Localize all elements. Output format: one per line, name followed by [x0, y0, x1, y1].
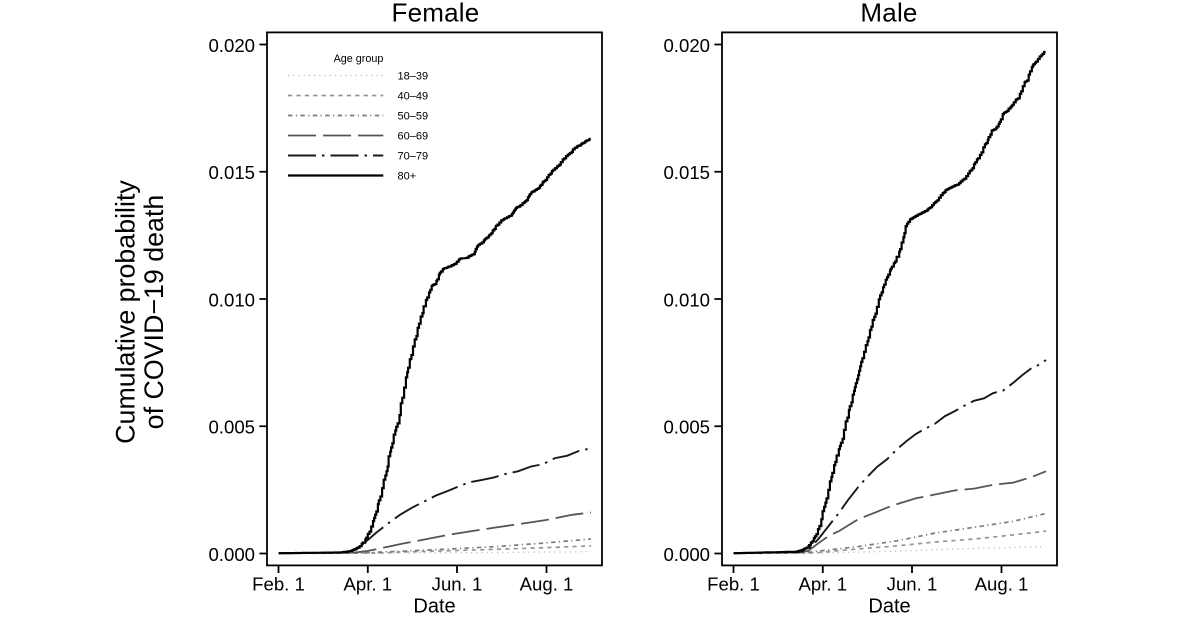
svg-text:Male: Male — [860, 0, 917, 28]
svg-text:0.020: 0.020 — [208, 35, 255, 56]
svg-text:Apr. 1: Apr. 1 — [799, 574, 848, 595]
svg-text:18–39: 18–39 — [398, 71, 429, 83]
svg-text:Feb. 1: Feb. 1 — [707, 574, 760, 595]
svg-text:40–49: 40–49 — [398, 91, 429, 103]
svg-text:0.000: 0.000 — [663, 544, 710, 565]
svg-text:Jun. 1: Jun. 1 — [887, 574, 938, 595]
svg-text:0.000: 0.000 — [208, 544, 255, 565]
svg-text:0.010: 0.010 — [663, 289, 710, 310]
svg-text:Cumulative probability: Cumulative probability — [111, 180, 141, 444]
svg-text:0.015: 0.015 — [208, 162, 255, 183]
svg-text:Apr. 1: Apr. 1 — [344, 574, 393, 595]
svg-text:Aug. 1: Aug. 1 — [975, 574, 1029, 595]
svg-text:Feb. 1: Feb. 1 — [252, 574, 305, 595]
svg-text:Date: Date — [868, 595, 910, 617]
svg-text:Aug. 1: Aug. 1 — [520, 574, 574, 595]
svg-text:of COVID−19 death: of COVID−19 death — [139, 195, 169, 430]
svg-text:Age group: Age group — [334, 53, 384, 65]
svg-text:0.020: 0.020 — [663, 35, 710, 56]
svg-text:0.005: 0.005 — [663, 417, 710, 438]
svg-text:60–69: 60–69 — [398, 131, 429, 143]
svg-text:0.015: 0.015 — [663, 162, 710, 183]
svg-text:Female: Female — [392, 0, 480, 28]
svg-text:0.010: 0.010 — [208, 289, 255, 310]
svg-text:0.005: 0.005 — [208, 417, 255, 438]
svg-text:Jun. 1: Jun. 1 — [432, 574, 483, 595]
svg-text:70–79: 70–79 — [398, 151, 429, 163]
svg-text:Date: Date — [413, 595, 455, 617]
svg-text:50–59: 50–59 — [398, 111, 429, 123]
svg-text:80+: 80+ — [398, 171, 417, 183]
